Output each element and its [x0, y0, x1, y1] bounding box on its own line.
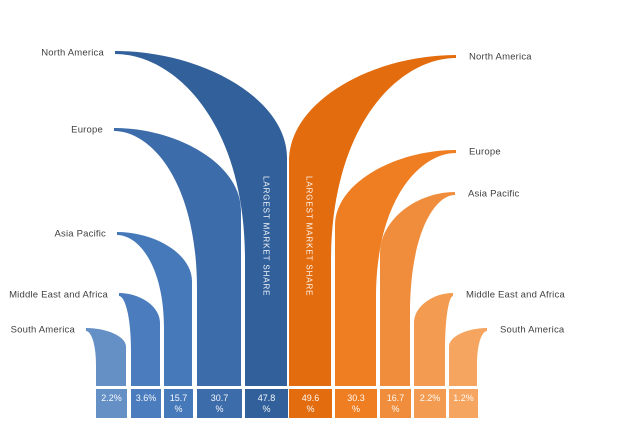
swoosh-right-north-america — [289, 55, 456, 386]
value-cell-right-asia-pacific: 16.7 % — [380, 389, 411, 418]
value-cell-right-europe: 30.3 % — [335, 389, 377, 418]
region-label-right-south-america: South America — [500, 324, 565, 336]
value-cell-left-asia-pacific: 15.7 % — [164, 389, 193, 418]
value-cell-right-north-america: 49.6 % — [289, 389, 332, 418]
region-label-right-europe: Europe — [469, 146, 501, 158]
region-label-left-middle-east-and-africa: Middle East and Africa — [9, 289, 108, 301]
value-cell-left-north-america: 47.8 % — [245, 389, 288, 418]
region-label-left-south-america: South America — [10, 324, 75, 336]
value-cell-left-south-america: 2.2% — [96, 389, 127, 418]
region-label-right-north-america: North America — [469, 51, 532, 63]
value-cell-left-middle-east-and-africa: 3.6% — [131, 389, 161, 418]
region-label-right-middle-east-and-africa: Middle East and Africa — [466, 289, 565, 301]
region-label-right-asia-pacific: Asia Pacific — [468, 188, 520, 200]
value-cell-right-middle-east-and-africa: 2.2% — [414, 389, 446, 418]
swoosh-right-middle-east-and-africa — [414, 293, 453, 386]
center-label-left: LARGEST MARKET SHARE — [261, 176, 271, 297]
region-label-left-europe: Europe — [71, 124, 103, 136]
swoosh-left-asia-pacific — [117, 232, 192, 386]
swoosh-left-europe — [114, 128, 241, 386]
swoosh-right-europe — [335, 150, 456, 386]
swoosh-right-south-america — [449, 328, 487, 386]
swoosh-left-middle-east-and-africa — [119, 293, 160, 386]
value-cell-left-europe: 30.7 % — [197, 389, 242, 418]
region-label-left-asia-pacific: Asia Pacific — [54, 228, 106, 240]
swoosh-left-south-america — [86, 328, 126, 386]
swoosh-right-asia-pacific — [380, 192, 455, 386]
value-cell-right-south-america: 1.2% — [449, 389, 478, 418]
swoosh-left-north-america — [115, 51, 287, 386]
region-label-left-north-america: North America — [41, 47, 104, 59]
center-label-right: LARGEST MARKET SHARE — [304, 176, 314, 297]
